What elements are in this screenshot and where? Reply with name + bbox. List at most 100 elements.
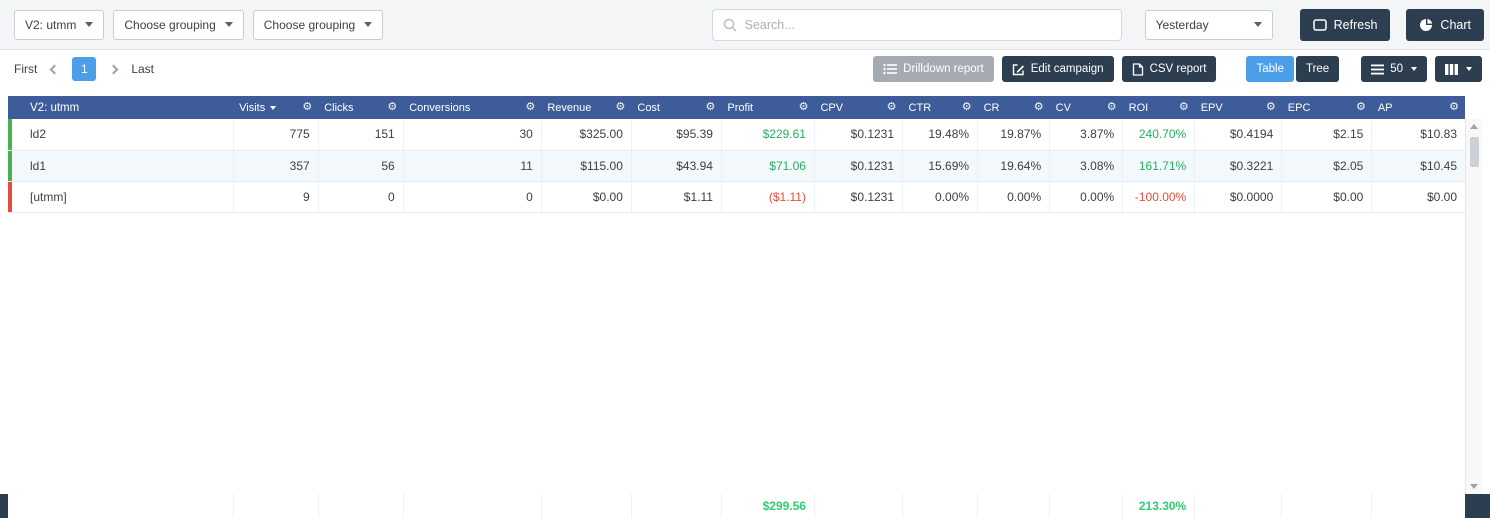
column-header-conversions[interactable]: Conversions ⚙ [403, 96, 542, 119]
row-name-cell[interactable]: [utmm] [8, 181, 234, 213]
total-epc: $2.13 [1281, 494, 1373, 518]
cell-conversions: 0 [403, 181, 542, 213]
column-settings-icon[interactable]: ⚙ [886, 101, 897, 113]
row-name-cell[interactable]: ld2 [8, 119, 234, 151]
column-settings-icon[interactable]: ⚙ [615, 101, 626, 113]
total-ap: $10.73 [1371, 494, 1465, 518]
edit-pencil-icon [1012, 63, 1024, 75]
chevron-down-icon [224, 22, 233, 27]
column-header-ap[interactable]: AP ⚙ [1371, 96, 1465, 119]
cell-roi: 161.71% [1122, 150, 1196, 182]
column-settings-icon[interactable]: ⚙ [1033, 101, 1044, 113]
table-row[interactable]: ld1 357 56 11 $115.00 $43.94 $71.06 $0.1231 15.6… [8, 150, 1465, 182]
cell-clicks: 0 [318, 181, 404, 213]
table-row[interactable]: ld2 775 151 30 $325.00 $95.39 $229.61 $0.1231 19… [8, 119, 1465, 151]
total-ctr: 18.14% [902, 494, 979, 518]
cell-ctr: 19.48% [902, 119, 979, 151]
column-header-epv[interactable]: EPV ⚙ [1194, 96, 1282, 119]
totals-bar: Total 1,141 207 41 $440.00 $140.44 $299.56 $0.1… [0, 494, 1490, 518]
column-header-visits[interactable]: Visits ⚙ [233, 96, 319, 119]
grouping-select-1[interactable]: Choose grouping [113, 9, 244, 40]
pagination-first[interactable]: First [14, 62, 38, 76]
edit-campaign-button[interactable]: Edit campaign [1001, 56, 1114, 82]
rows-per-page-value: 50 [1390, 63, 1403, 75]
cell-ctr: 15.69% [902, 150, 979, 182]
column-settings-icon[interactable]: ⚙ [705, 101, 716, 113]
status-indicator [8, 150, 12, 180]
column-label: Visits [239, 101, 266, 114]
column-settings-icon[interactable]: ⚙ [1355, 101, 1366, 113]
row-name-cell[interactable]: ld1 [8, 150, 234, 182]
vertical-scrollbar[interactable] [1465, 119, 1482, 494]
column-header-cv[interactable]: CV ⚙ [1049, 96, 1123, 119]
total-cv: 3.59% [1049, 494, 1124, 518]
cell-revenue: $325.00 [541, 119, 632, 151]
cell-roi: -100.00% [1122, 181, 1196, 213]
column-settings-icon[interactable]: ⚙ [798, 101, 809, 113]
cell-cpv: $0.1231 [814, 119, 904, 151]
group-column-header[interactable]: V2: utmm [8, 96, 234, 119]
search-input[interactable] [744, 17, 1111, 32]
sort-caret-icon [270, 106, 277, 110]
cell-cpv: $0.1231 [814, 181, 904, 213]
refresh-button[interactable]: Refresh [1299, 8, 1391, 41]
column-settings-icon[interactable]: ⚙ [1265, 101, 1276, 113]
cell-profit: $71.06 [721, 150, 815, 182]
cell-epc: $2.05 [1281, 150, 1373, 182]
scroll-up-icon[interactable] [1470, 124, 1478, 129]
report-actions: Drilldown report Edit campaign CSV repor… [873, 56, 1482, 82]
column-header-cr[interactable]: CR ⚙ [977, 96, 1050, 119]
chevron-right-icon[interactable] [108, 64, 119, 74]
column-header-revenue[interactable]: Revenue ⚙ [541, 96, 632, 119]
column-settings-icon[interactable]: ⚙ [1178, 101, 1189, 113]
table-row[interactable]: [utmm] 9 0 0 $0.00 $1.11 ($1.11) $0.1231 0.00% 0.… [8, 181, 1465, 213]
page-1-button[interactable]: 1 [72, 57, 97, 81]
scrollbar-thumb[interactable] [1470, 137, 1479, 167]
column-label: EPV [1200, 101, 1223, 114]
tree-view-button[interactable]: Tree [1295, 56, 1340, 82]
pagination: First 1 Last [14, 57, 154, 81]
column-settings-icon[interactable]: ⚙ [961, 101, 972, 113]
cell-profit: $229.61 [721, 119, 815, 151]
rows-per-page-button[interactable]: 50 [1361, 56, 1427, 82]
column-settings-icon[interactable]: ⚙ [1106, 101, 1117, 113]
grouping-select-2[interactable]: Choose grouping [252, 9, 384, 40]
column-header-epc[interactable]: EPC ⚙ [1281, 96, 1372, 119]
view-toggle: Table Tree [1246, 56, 1340, 82]
row-name: [utmm] [30, 189, 67, 204]
column-label: Conversions [409, 101, 471, 114]
pagination-last[interactable]: Last [131, 62, 155, 76]
cell-roi: 240.70% [1122, 119, 1196, 151]
column-header-ctr[interactable]: CTR ⚙ [902, 96, 978, 119]
column-label: ROI [1128, 101, 1149, 114]
column-header-cost[interactable]: Cost ⚙ [631, 96, 722, 119]
column-label: Clicks [324, 101, 354, 114]
total-epv: $0.3856 [1194, 494, 1283, 518]
cell-cv: 3.87% [1049, 119, 1124, 151]
chart-button[interactable]: Chart [1406, 8, 1484, 41]
column-settings-icon[interactable]: ⚙ [387, 101, 398, 113]
column-header-profit[interactable]: Profit ⚙ [721, 96, 815, 119]
chevron-left-icon[interactable] [49, 64, 60, 74]
column-settings-icon[interactable]: ⚙ [302, 101, 313, 113]
drilldown-report-button[interactable]: Drilldown report [873, 56, 994, 82]
columns-button[interactable] [1435, 56, 1482, 82]
scroll-down-icon[interactable] [1470, 484, 1478, 489]
column-header-roi[interactable]: ROI ⚙ [1122, 96, 1195, 119]
column-header-clicks[interactable]: Clicks ⚙ [318, 96, 404, 119]
cell-ctr: 0.00% [902, 181, 979, 213]
column-settings-icon[interactable]: ⚙ [1449, 101, 1459, 113]
cell-cpv: $0.1231 [814, 150, 904, 182]
column-header-cpv[interactable]: CPV ⚙ [814, 96, 903, 119]
date-range-select[interactable]: Yesterday [1144, 9, 1273, 40]
table-view-label: Table [1256, 63, 1284, 75]
column-settings-icon[interactable]: ⚙ [525, 101, 536, 113]
total-label: Total [8, 494, 234, 518]
csv-report-button[interactable]: CSV report [1121, 56, 1217, 82]
data-table: V2: utmm Visits ⚙ Clicks ⚙ Conversions ⚙ Revenu… [8, 96, 1465, 213]
campaign-select[interactable]: V2: utmm [14, 9, 105, 40]
hamburger-icon [1371, 64, 1385, 74]
date-range-value: Yesterday [1155, 17, 1209, 32]
table-view-button[interactable]: Table [1246, 56, 1294, 82]
